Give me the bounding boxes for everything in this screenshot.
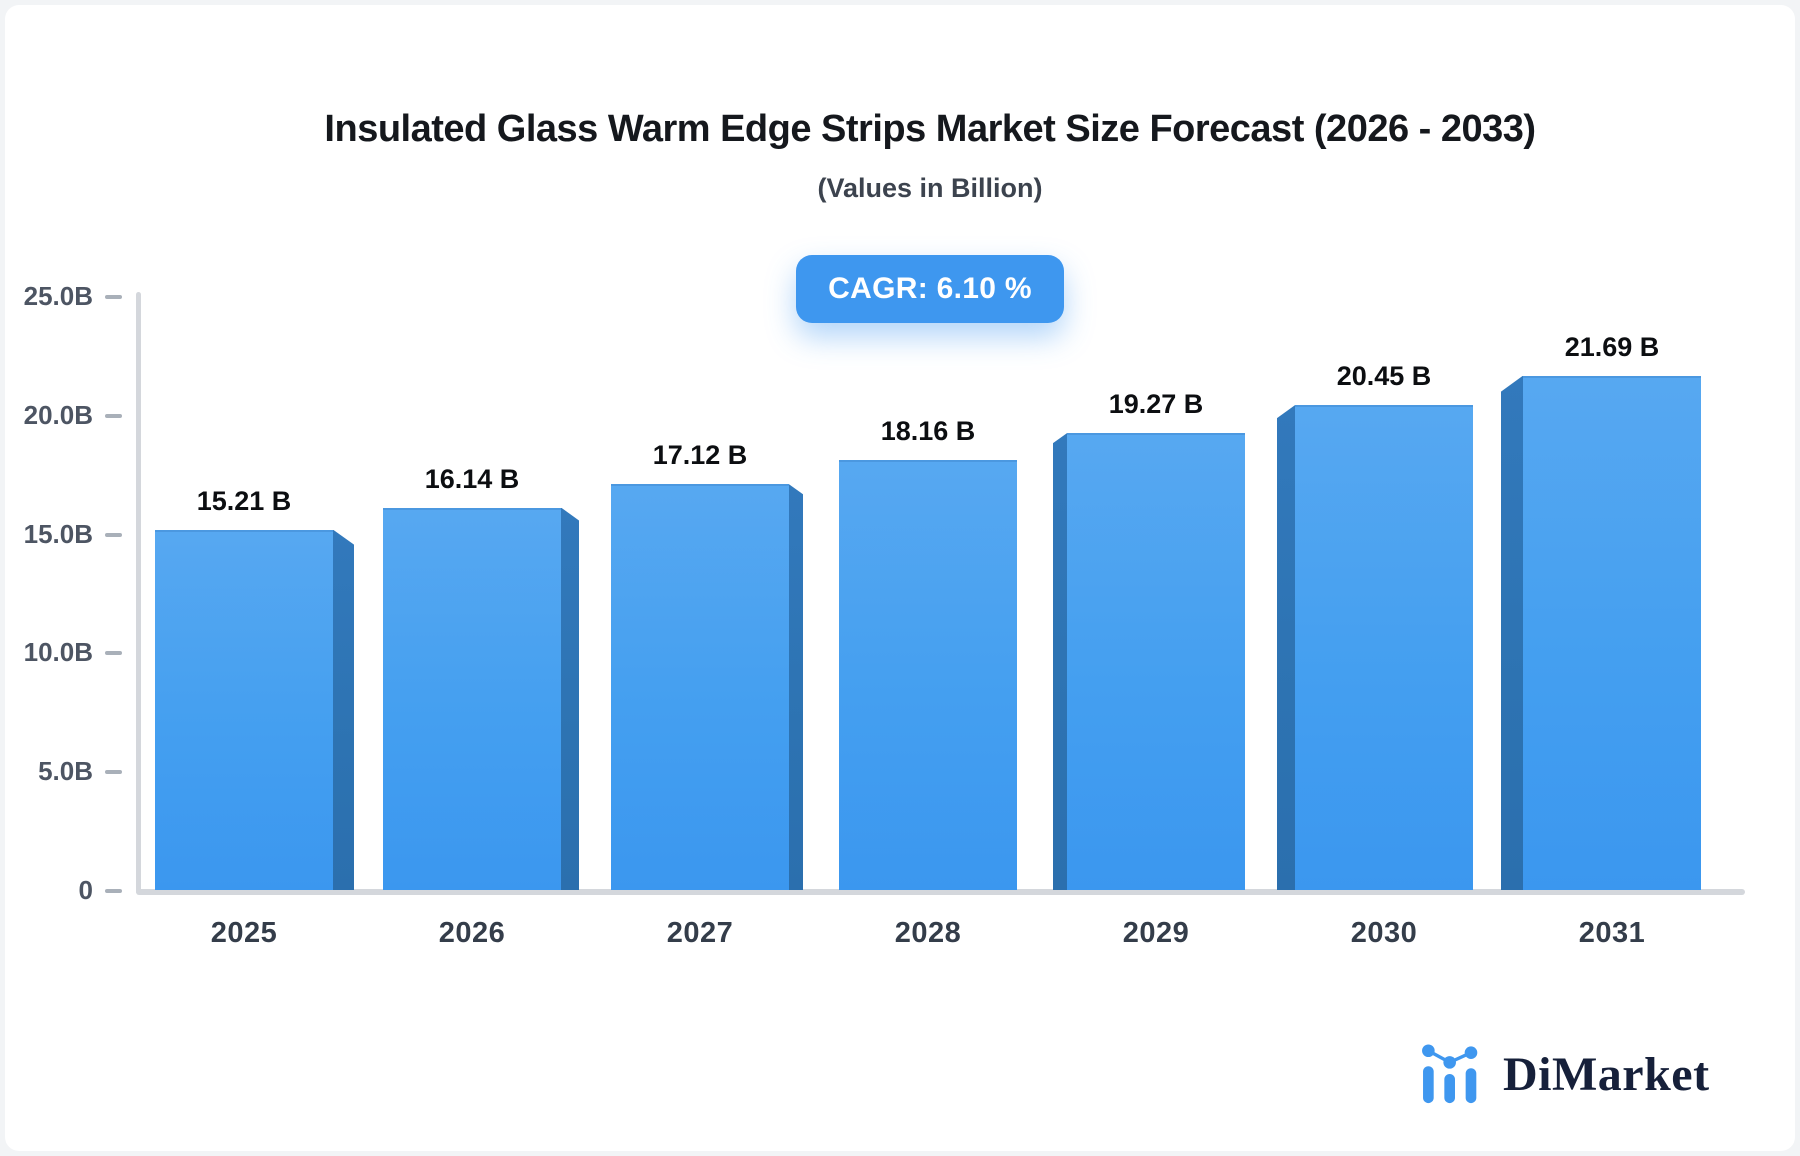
- x-axis-label: 2031: [1578, 917, 1646, 949]
- bar-side-face: [333, 529, 354, 890]
- x-axis-label: 2026: [438, 917, 506, 949]
- bar-value-label: 21.69 B: [1564, 331, 1660, 362]
- bar-value-label: 19.27 B: [1108, 389, 1204, 420]
- bar-value-label: 16.14 B: [424, 463, 520, 494]
- brand-logo: DiMarket: [1421, 1043, 1710, 1105]
- chart-card: Insulated Glass Warm Edge Strips Market …: [5, 5, 1795, 1151]
- y-axis-label: 20.0B: [23, 399, 93, 430]
- bar-value-label: 18.16 B: [880, 415, 976, 446]
- bar-2030[interactable]: [1295, 405, 1473, 890]
- y-axis-tick: [105, 413, 122, 418]
- y-axis-tick: [105, 889, 122, 893]
- y-axis-tick: [105, 770, 122, 775]
- x-axis-label: 2029: [1122, 917, 1190, 949]
- cagr-badge-row: CAGR: 6.10 %: [55, 255, 1800, 323]
- bar-side-face: [789, 484, 803, 890]
- bar-2031[interactable]: [1523, 375, 1701, 890]
- y-axis-label: 25.0B: [23, 281, 93, 311]
- bar-value-label: 20.45 B: [1336, 361, 1432, 392]
- y-axis-label: 10.0B: [23, 637, 93, 668]
- bar-value-label: 15.21 B: [196, 485, 292, 516]
- x-axis-label: 2027: [666, 917, 734, 949]
- bar-chart-with-trend-icon: [1422, 1044, 1478, 1104]
- cagr-badge: CAGR: 6.10 %: [796, 255, 1064, 323]
- y-axis-tick: [105, 295, 122, 299]
- bar-side-face: [561, 507, 579, 890]
- bar-side-face: [1501, 375, 1523, 890]
- x-axis-label: 2030: [1350, 917, 1418, 949]
- x-axis-label: 2025: [210, 917, 278, 949]
- bar-2027[interactable]: [611, 484, 789, 890]
- y-axis-label: 0: [78, 875, 93, 905]
- bar-2025[interactable]: [155, 529, 333, 890]
- y-axis-label: 5.0B: [38, 756, 93, 787]
- bar-2028[interactable]: [839, 459, 1017, 890]
- bar-value-label: 17.12 B: [652, 440, 748, 471]
- bar-side-face: [1277, 405, 1295, 890]
- x-axis-label: 2028: [894, 917, 962, 949]
- brand-name: DiMarket: [1503, 1047, 1710, 1101]
- chart-title: Insulated Glass Warm Edge Strips Market …: [324, 108, 1536, 150]
- bar-2026[interactable]: [383, 507, 561, 890]
- x-axis-line: [136, 889, 1745, 895]
- y-axis-line: [136, 292, 141, 894]
- bar-side-face: [1053, 433, 1067, 890]
- y-axis-tick: [105, 532, 122, 537]
- bar-2029[interactable]: [1067, 433, 1245, 890]
- y-axis-tick: [105, 651, 122, 656]
- y-axis-label: 15.0B: [23, 518, 93, 549]
- chart-subtitle: (Values in Billion): [817, 173, 1043, 203]
